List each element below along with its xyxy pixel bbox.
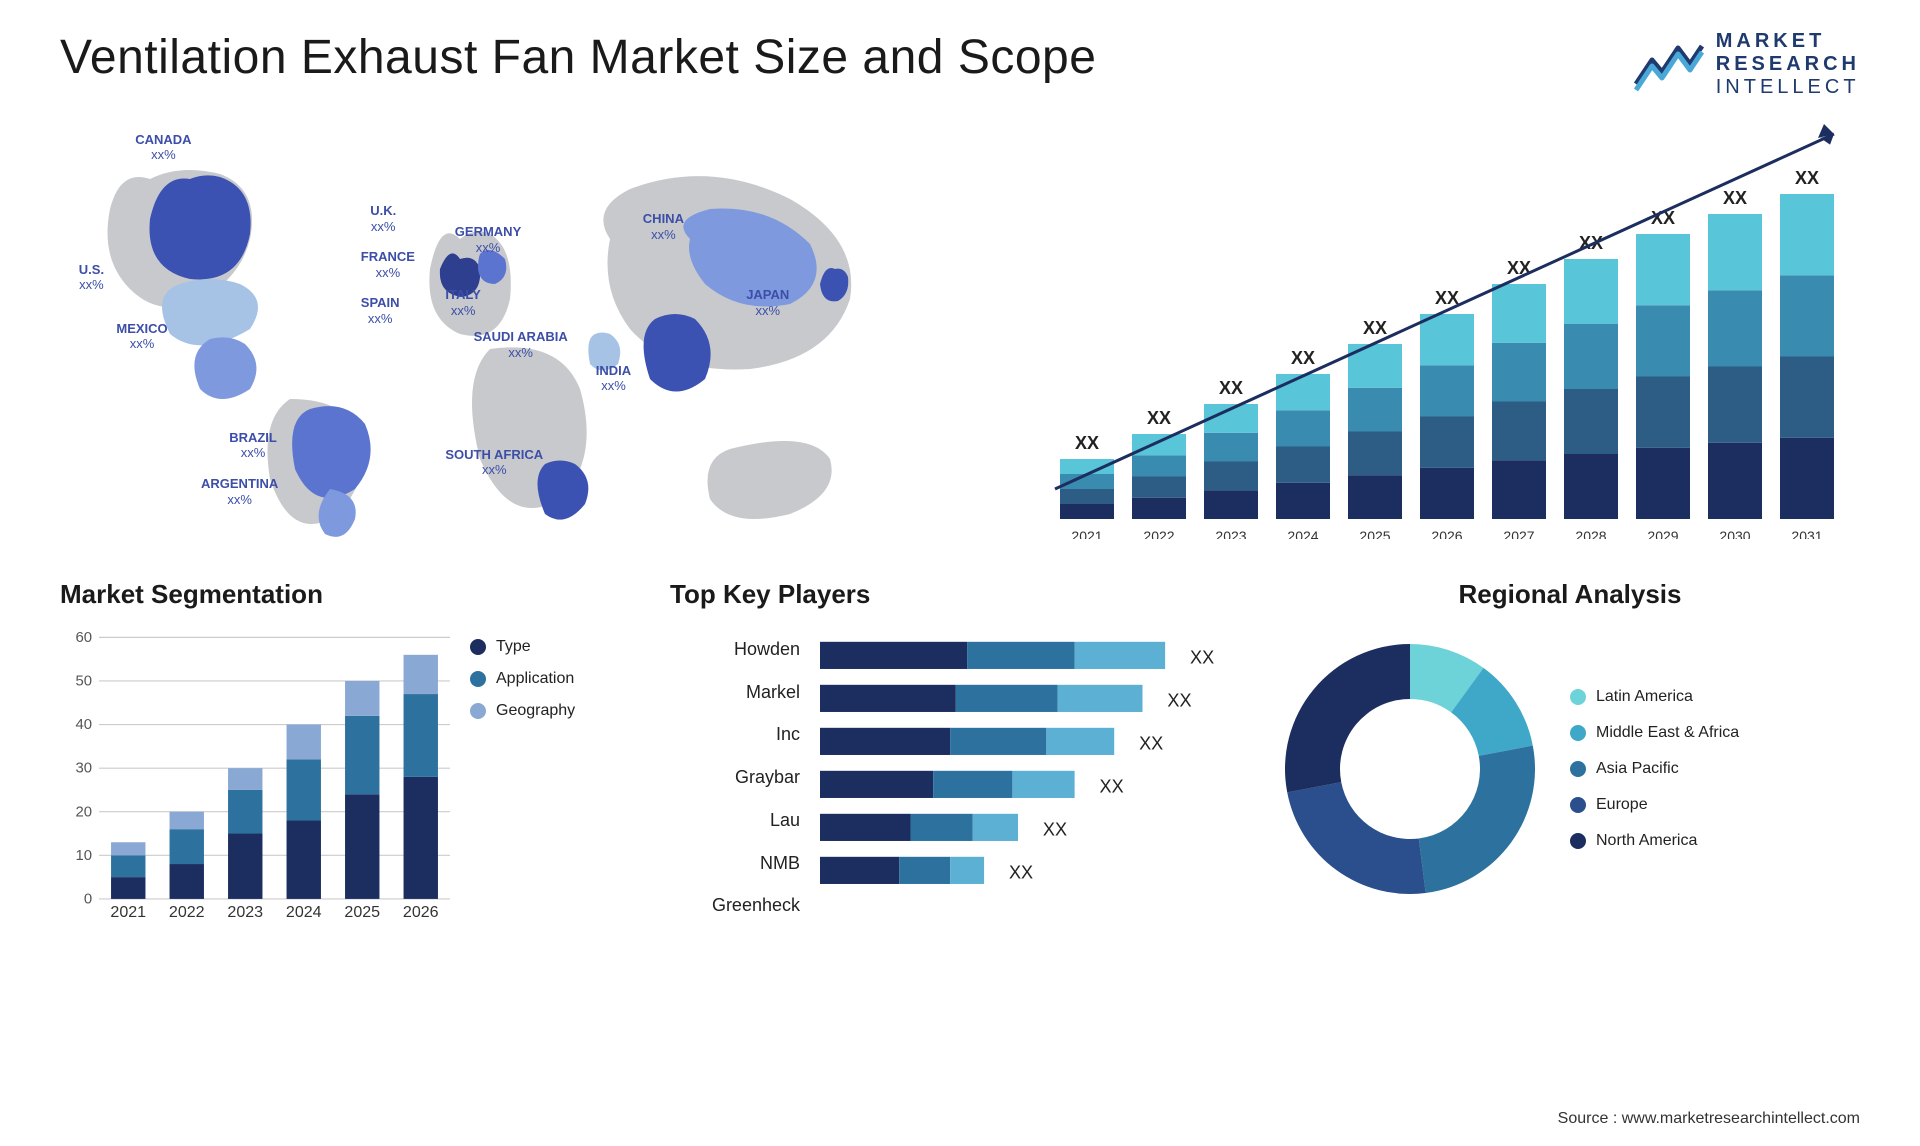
svg-text:20: 20 <box>76 804 93 820</box>
region-legend-item: Middle East & Africa <box>1570 724 1739 742</box>
segmentation-chart: 0 10 20 30 40 50 60 2021 2022 2023 2024 2025 2026 <box>60 628 450 931</box>
seg-legend-geography: Geography <box>470 702 640 720</box>
map-label-spain: SPAINxx% <box>361 295 400 326</box>
player-name: Howden <box>670 639 800 660</box>
map-label-japan: JAPANxx% <box>746 287 789 318</box>
region-legend-item: Europe <box>1570 796 1739 814</box>
players-title: Top Key Players <box>670 579 1250 610</box>
map-label-canada: CANADAxx% <box>135 132 191 163</box>
svg-text:40: 40 <box>76 717 93 733</box>
svg-text:2022: 2022 <box>169 903 205 921</box>
svg-text:2027: 2027 <box>1503 528 1534 539</box>
svg-text:2021: 2021 <box>110 903 146 921</box>
svg-text:XX: XX <box>1075 433 1099 453</box>
brand-logo: MARKET RESEARCH INTELLECT <box>1634 30 1860 99</box>
players-list: Howden Markel Inc Graybar Lau NMB Greenheck <box>670 628 800 927</box>
page-title: Ventilation Exhaust Fan Market Size and … <box>60 30 1096 85</box>
map-label-brazil: BRAZILxx% <box>229 430 277 461</box>
map-label-u-k-: U.K.xx% <box>370 203 396 234</box>
svg-text:XX: XX <box>1100 776 1124 796</box>
logo-line3: INTELLECT <box>1716 76 1860 99</box>
map-label-india: INDIAxx% <box>596 363 631 394</box>
svg-text:XX: XX <box>1190 647 1214 667</box>
map-label-saudi-arabia: SAUDI ARABIAxx% <box>474 329 568 360</box>
player-name: Greenheck <box>670 895 800 916</box>
svg-text:2023: 2023 <box>227 903 263 921</box>
player-name: Graybar <box>670 767 800 788</box>
player-name: Markel <box>670 682 800 703</box>
svg-text:XX: XX <box>1723 188 1747 208</box>
source-credit: Source : www.marketresearchintellect.com <box>1558 1110 1860 1128</box>
svg-text:50: 50 <box>76 674 93 690</box>
logo-icon <box>1634 38 1704 92</box>
region-legend-item: Asia Pacific <box>1570 760 1739 778</box>
segmentation-legend: Type Application Geography <box>470 628 640 931</box>
map-label-u-s-: U.S.xx% <box>79 262 104 293</box>
svg-text:XX: XX <box>1009 862 1033 882</box>
segmentation-title: Market Segmentation <box>60 579 640 610</box>
map-label-china: CHINAxx% <box>643 211 684 242</box>
regional-title: Regional Analysis <box>1280 579 1860 610</box>
svg-text:XX: XX <box>1291 348 1315 368</box>
svg-text:2024: 2024 <box>1287 528 1318 539</box>
seg-legend-type: Type <box>470 638 640 656</box>
svg-text:2030: 2030 <box>1719 528 1750 539</box>
svg-text:2026: 2026 <box>403 903 439 921</box>
logo-line1: MARKET <box>1716 30 1860 53</box>
svg-text:2023: 2023 <box>1215 528 1246 539</box>
segmentation-panel: Market Segmentation 01020304050602021202… <box>60 579 640 909</box>
svg-text:2021: 2021 <box>1071 528 1102 539</box>
svg-text:XX: XX <box>1147 408 1171 428</box>
seg-legend-application: Application <box>470 670 640 688</box>
svg-text:XX: XX <box>1043 819 1067 839</box>
svg-text:XX: XX <box>1167 690 1191 710</box>
svg-text:2022: 2022 <box>1143 528 1174 539</box>
map-label-italy: ITALYxx% <box>445 287 480 318</box>
map-label-argentina: ARGENTINAxx% <box>201 476 278 507</box>
region-legend-item: Latin America <box>1570 688 1739 706</box>
player-name: Inc <box>670 724 800 745</box>
svg-text:XX: XX <box>1795 168 1819 188</box>
svg-text:60: 60 <box>76 630 93 646</box>
logo-line2: RESEARCH <box>1716 53 1860 76</box>
players-panel: Top Key Players Howden Markel Inc Graybar La… <box>670 579 1250 909</box>
main-forecast-chart: XX 2021 XX 2022 XX 2023 XX 2024 XX 2025 XX 2026 XX 20… <box>1040 119 1860 539</box>
map-label-germany: GERMANYxx% <box>455 224 521 255</box>
map-label-south-africa: SOUTH AFRICAxx% <box>445 447 543 478</box>
svg-text:30: 30 <box>76 761 93 777</box>
svg-text:XX: XX <box>1363 318 1387 338</box>
map-label-france: FRANCExx% <box>361 249 415 280</box>
svg-text:0: 0 <box>84 891 92 907</box>
region-legend-item: North America <box>1570 832 1739 850</box>
regional-donut <box>1280 639 1540 899</box>
svg-text:10: 10 <box>76 848 93 864</box>
player-name: NMB <box>670 853 800 874</box>
players-chart: XX XX XX XX XX XX <box>820 628 1250 927</box>
svg-text:2024: 2024 <box>286 903 322 921</box>
map-label-mexico: MEXICOxx% <box>116 321 167 352</box>
svg-text:2026: 2026 <box>1431 528 1462 539</box>
svg-text:2031: 2031 <box>1791 528 1822 539</box>
regional-legend: Latin America Middle East & Africa Asia Pa… <box>1570 688 1739 850</box>
svg-text:2025: 2025 <box>344 903 380 921</box>
world-map: CANADAxx% U.S.xx% MEXICOxx% BRAZILxx% ARGENT… <box>60 119 1000 539</box>
svg-text:2029: 2029 <box>1647 528 1678 539</box>
regional-panel: Regional Analysis Latin America Middle Ea… <box>1280 579 1860 909</box>
svg-text:2028: 2028 <box>1575 528 1606 539</box>
player-name: Lau <box>670 810 800 831</box>
svg-text:XX: XX <box>1139 733 1163 753</box>
svg-text:2025: 2025 <box>1359 528 1390 539</box>
svg-text:XX: XX <box>1219 378 1243 398</box>
main-chart-svg: XX 2021 XX 2022 XX 2023 XX 2024 XX 2025 XX 2026 XX 20… <box>1040 119 1860 539</box>
